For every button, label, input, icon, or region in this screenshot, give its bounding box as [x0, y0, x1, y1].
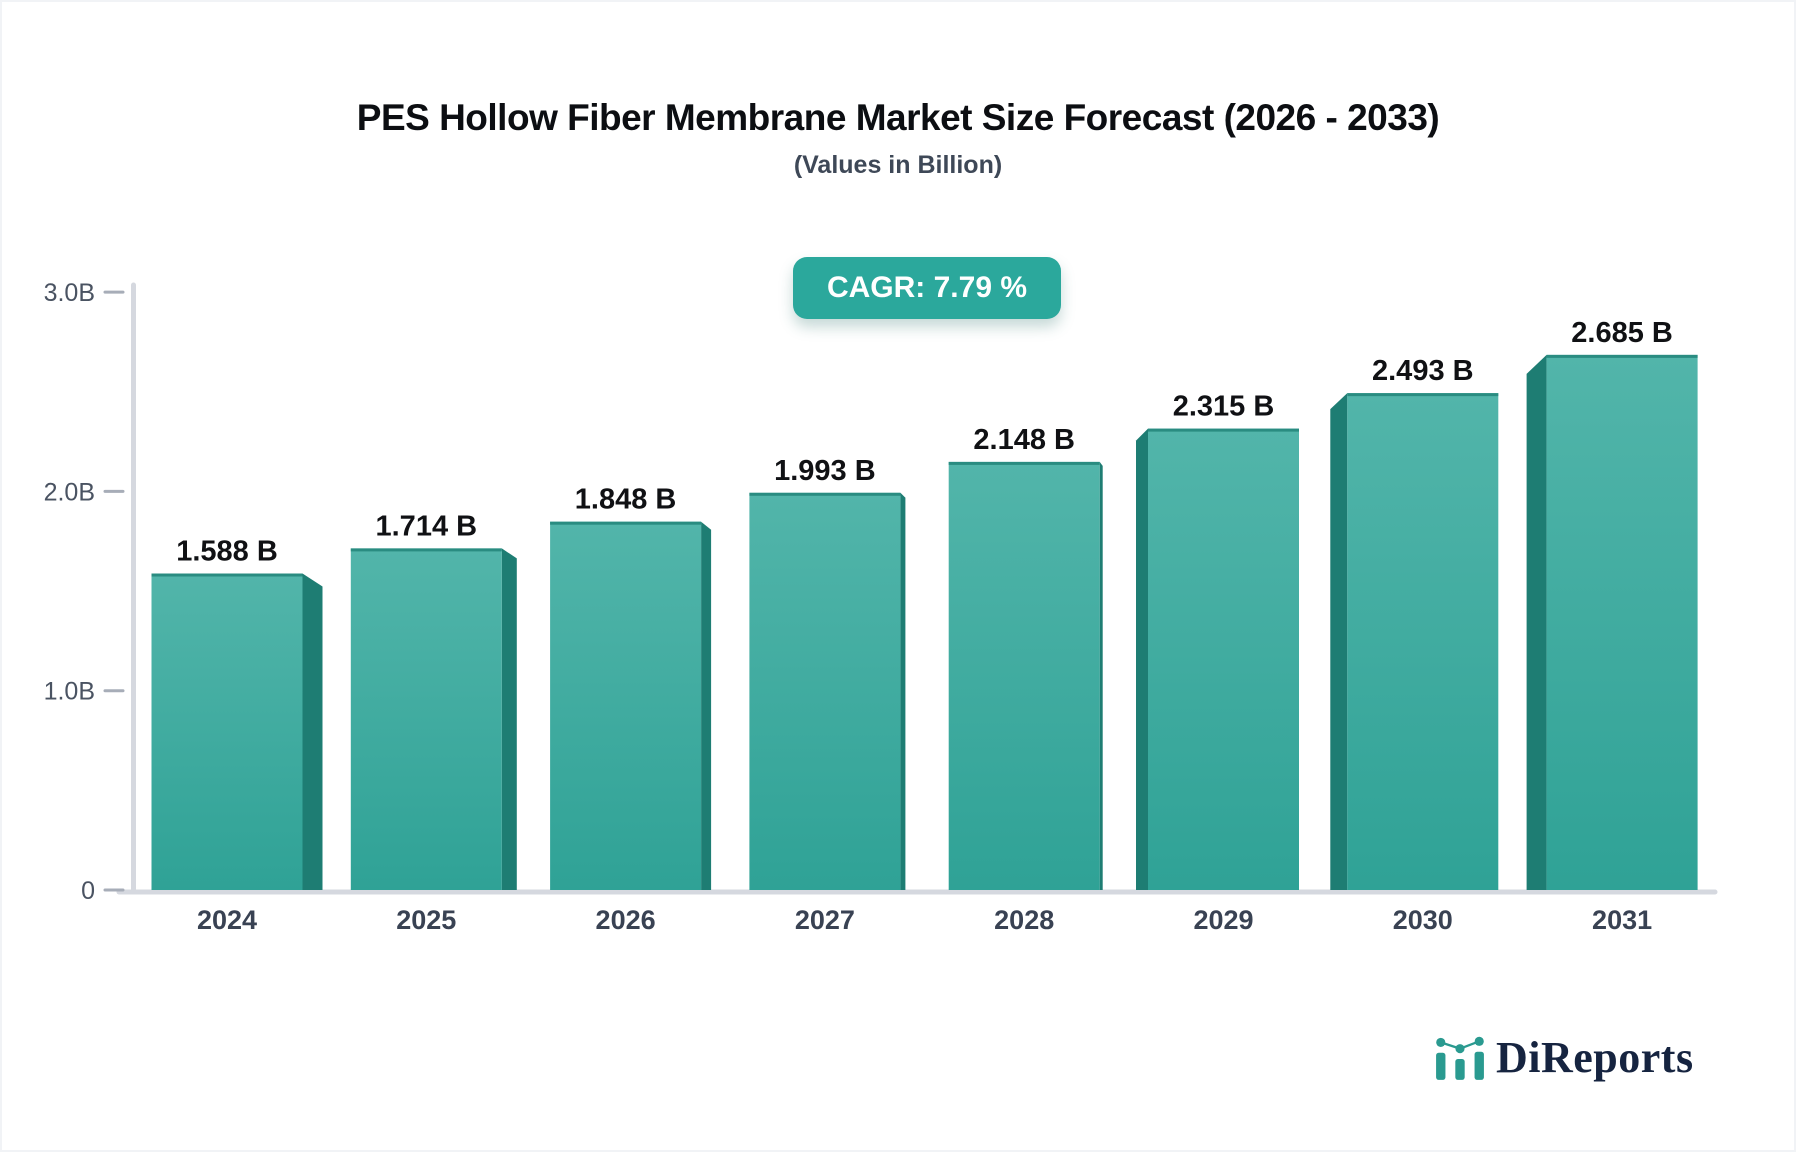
bar-side-2029 — [1136, 428, 1148, 890]
bar-side-2026 — [701, 521, 712, 890]
bar-top-edge — [948, 461, 1100, 465]
bar-2028 — [948, 461, 1100, 890]
bar-top-edge — [1347, 393, 1499, 397]
y-tick-label: 2.0B — [44, 478, 95, 506]
bar-value-label: 1.993 B — [774, 455, 876, 487]
cagr-badge-label: CAGR: 7.79 % — [826, 271, 1028, 304]
bar-top-edge — [550, 521, 702, 525]
bar-top-edge — [151, 573, 303, 577]
x-axis-label: 2026 — [596, 905, 656, 935]
bar-top-edge — [1148, 428, 1299, 432]
bar-2026 — [550, 521, 702, 890]
chart-title: PES Hollow Fiber Membrane Market Size Fo… — [356, 97, 1440, 138]
bar-2031 — [1546, 354, 1698, 890]
bar-top-edge — [1546, 354, 1698, 358]
y-tick-label: 1.0B — [44, 678, 95, 706]
bar-value-label: 2.493 B — [1372, 355, 1474, 387]
logo: DiReports — [1434, 1032, 1694, 1084]
y-tick-label: 0 — [81, 877, 95, 905]
bar-side-2030 — [1330, 393, 1348, 890]
x-axis-label: 2027 — [795, 905, 855, 935]
x-axis-label: 2031 — [1592, 905, 1652, 935]
bar-side-2028 — [1099, 461, 1103, 890]
x-axis-label: 2024 — [197, 905, 257, 935]
bar-2030 — [1347, 393, 1499, 890]
bar-2027 — [749, 492, 901, 890]
bar-side-2024 — [302, 573, 323, 890]
mini-bar-chart-icon — [1436, 1036, 1484, 1080]
bar-side-2025 — [501, 548, 517, 890]
cagr-badge: CAGR: 7.79 % — [793, 257, 1061, 319]
bar-value-label: 1.848 B — [575, 484, 677, 516]
y-tick-label: 3.0B — [44, 279, 95, 307]
x-axis-label: 2025 — [396, 905, 456, 935]
bar-value-label: 2.148 B — [973, 424, 1075, 456]
chart-subtitle: (Values in Billion) — [793, 151, 1003, 179]
x-axis-label: 2028 — [994, 905, 1054, 935]
bar-side-2027 — [900, 492, 906, 890]
bar-top-edge — [350, 548, 502, 552]
bar-value-label: 2.315 B — [1173, 391, 1275, 423]
bar-2029 — [1148, 428, 1299, 890]
bar-value-label: 1.714 B — [376, 510, 478, 542]
bar-value-label: 2.685 B — [1571, 317, 1673, 349]
x-axis-label: 2029 — [1193, 905, 1253, 935]
x-axis-label: 2030 — [1393, 905, 1453, 935]
bar-value-label: 1.588 B — [176, 536, 278, 568]
bar-top-edge — [749, 492, 901, 496]
logo-text: DiReports — [1496, 1033, 1694, 1082]
bar-2024 — [151, 573, 303, 890]
bar-side-2031 — [1526, 354, 1547, 890]
bar-2025 — [350, 548, 502, 890]
